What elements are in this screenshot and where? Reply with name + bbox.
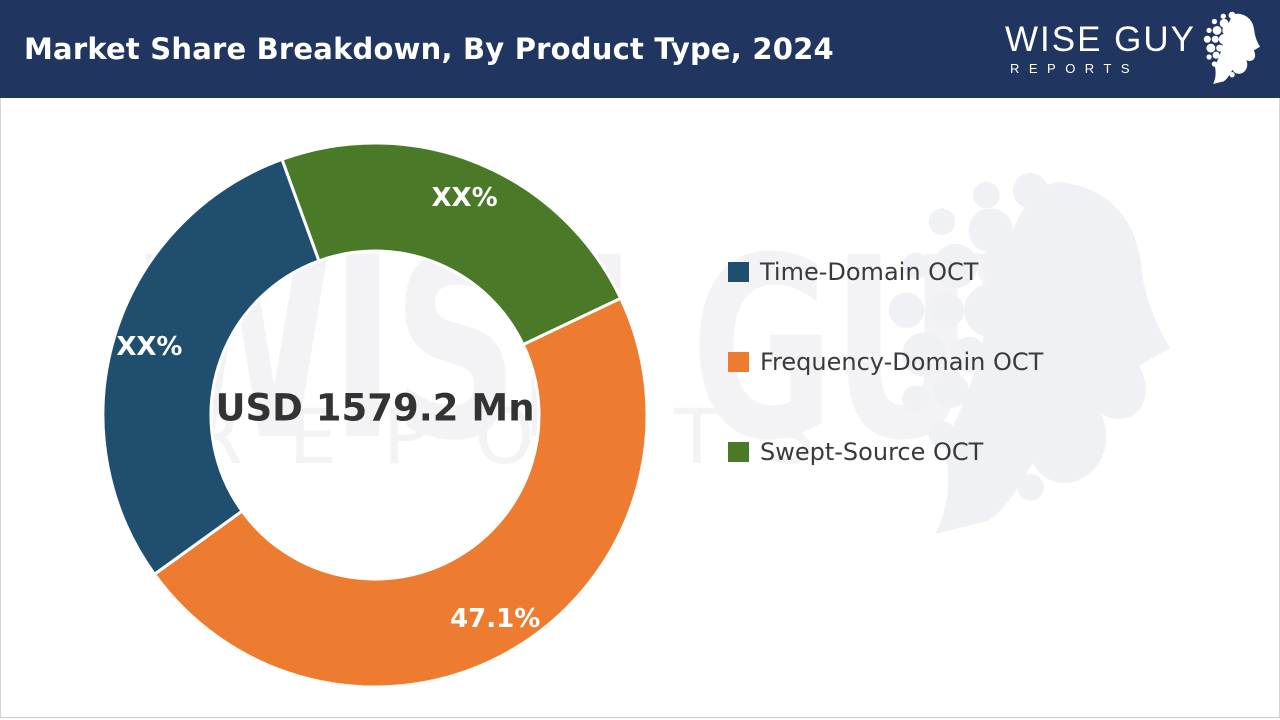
header: Market Share Breakdown, By Product Type,… <box>0 0 1280 98</box>
donut-segment-frequency-domain-oct <box>153 296 649 689</box>
legend-item-swept-source-oct: Swept-Source OCT <box>728 438 1043 466</box>
watermark-subtext: REPORTS <box>190 392 861 481</box>
chart-legend: Time-Domain OCT Frequency-Domain OCT Swe… <box>728 258 1043 528</box>
legend-swatch-frequency-domain <box>728 352 749 372</box>
logo-text: WISE GUY REPORTS <box>1005 22 1196 76</box>
logo-wordmark: WISE GUY <box>1004 20 1196 59</box>
legend-label: Swept-Source OCT <box>760 438 984 466</box>
segment-label: 47.1% <box>450 604 540 634</box>
logo-face-icon <box>1203 11 1261 84</box>
legend-label: Frequency-Domain OCT <box>760 348 1044 376</box>
segment-label: XX% <box>116 332 182 362</box>
donut-segment-swept-source-oct <box>280 141 623 347</box>
legend-swatch-time-domain <box>728 262 749 282</box>
legend-item-time-domain-oct: Time-Domain OCT <box>728 258 1043 286</box>
legend-swatch-swept-source <box>728 442 749 462</box>
brand-logo: WISE GUY REPORTS <box>1005 7 1264 91</box>
donut-segment-time-domain-oct <box>101 157 321 576</box>
logo-subtext: REPORTS <box>1009 61 1140 76</box>
segment-label: XX% <box>432 183 498 213</box>
page-title: Market Share Breakdown, By Product Type,… <box>24 32 834 66</box>
legend-item-frequency-domain-oct: Frequency-Domain OCT <box>728 348 1043 376</box>
donut-center-value: USD 1579.2 Mn <box>215 386 535 430</box>
legend-label: Time-Domain OCT <box>760 258 979 286</box>
